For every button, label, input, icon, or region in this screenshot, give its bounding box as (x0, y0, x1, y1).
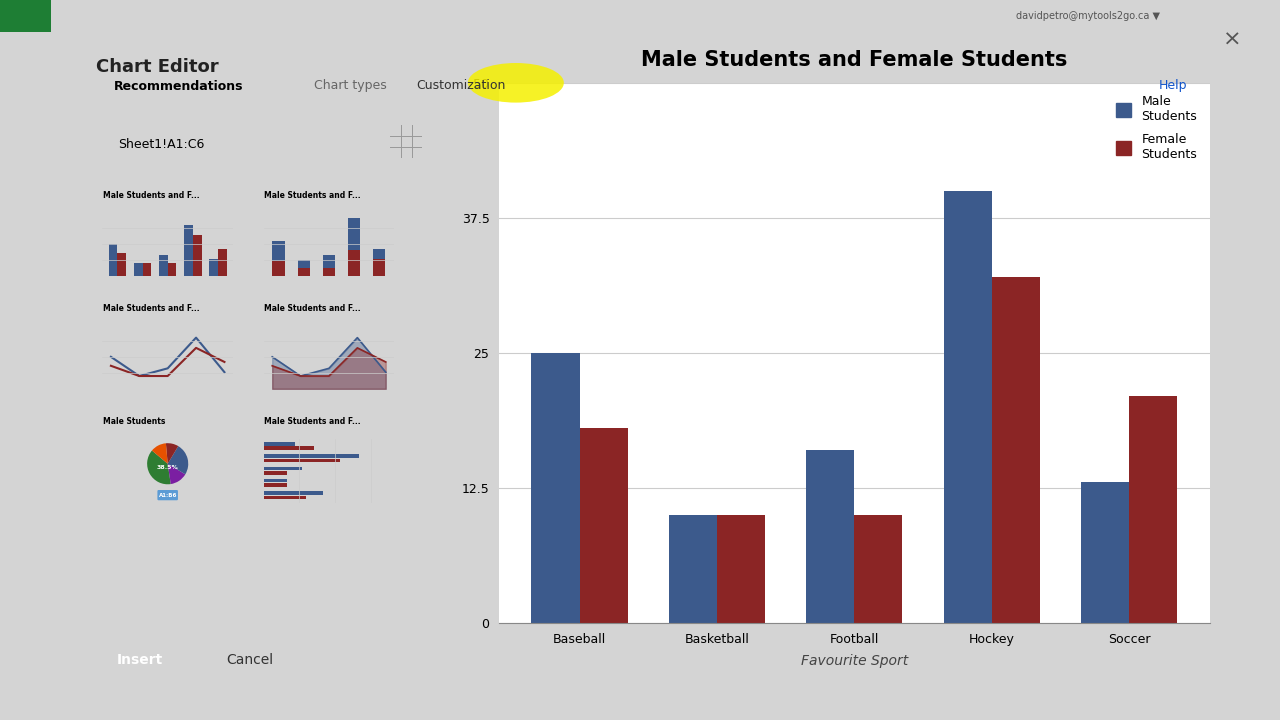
Bar (348, 250, 361, 276)
Bar (264, 479, 288, 482)
Bar (209, 259, 218, 276)
Text: Male Students and F...: Male Students and F... (264, 191, 361, 199)
Bar (264, 454, 358, 458)
Bar (806, 450, 855, 623)
Bar (1129, 396, 1178, 623)
Bar (264, 495, 306, 499)
Text: ×: × (1224, 30, 1242, 50)
Bar (264, 442, 294, 446)
Text: Male Students and F...: Male Students and F... (102, 304, 200, 312)
X-axis label: Favourite Sport: Favourite Sport (801, 654, 908, 668)
Bar (109, 244, 118, 276)
Bar (323, 268, 335, 276)
Text: Customization: Customization (416, 79, 506, 92)
Bar (943, 191, 992, 623)
Bar (372, 248, 385, 259)
Text: Male Students and F...: Male Students and F... (264, 418, 361, 426)
Bar (1082, 482, 1129, 623)
Bar (0, 0, 51, 32)
Wedge shape (168, 464, 186, 484)
Bar (273, 261, 285, 276)
Bar (273, 241, 285, 261)
Bar (580, 428, 627, 623)
Bar (717, 515, 765, 623)
FancyBboxPatch shape (157, 490, 178, 500)
Bar (142, 263, 151, 276)
Bar (323, 255, 335, 268)
Wedge shape (152, 444, 168, 464)
Text: Insert: Insert (116, 652, 164, 667)
Text: Recommendations: Recommendations (114, 80, 243, 93)
Wedge shape (166, 444, 178, 464)
Text: Chart Editor: Chart Editor (96, 58, 219, 76)
Bar (531, 353, 580, 623)
Bar (184, 225, 193, 276)
Text: davidpetro@mytools2go.ca ▼: davidpetro@mytools2go.ca ▼ (1016, 12, 1160, 22)
Text: Male Students and F...: Male Students and F... (102, 191, 200, 199)
Bar (669, 515, 717, 623)
Bar (264, 467, 302, 470)
Bar (264, 459, 339, 462)
Text: Male Students: Male Students (102, 418, 165, 426)
Text: Chart types: Chart types (314, 79, 387, 92)
Wedge shape (147, 451, 170, 485)
Bar (855, 515, 902, 623)
Bar (992, 277, 1039, 623)
Bar (168, 263, 177, 276)
Text: Sheet1!A1:C6: Sheet1!A1:C6 (118, 138, 205, 150)
Bar (118, 253, 127, 276)
Bar (134, 263, 142, 276)
Legend: Male
Students, Female
Students: Male Students, Female Students (1110, 89, 1203, 168)
Text: Cancel: Cancel (227, 652, 274, 667)
Text: Male Students and F...: Male Students and F... (264, 304, 361, 312)
Text: 38.5%: 38.5% (156, 464, 179, 469)
Wedge shape (168, 446, 188, 474)
Bar (218, 249, 227, 276)
Bar (372, 259, 385, 276)
Text: Help: Help (1158, 79, 1187, 92)
Bar (264, 446, 314, 450)
Bar (264, 483, 288, 487)
Bar (264, 471, 288, 474)
Text: A1:B6: A1:B6 (159, 492, 177, 498)
Bar (264, 491, 323, 495)
Bar (348, 218, 361, 250)
Bar (159, 256, 168, 276)
Bar (297, 260, 310, 268)
Bar (193, 235, 201, 276)
Bar (297, 268, 310, 276)
Title: Male Students and Female Students: Male Students and Female Students (641, 50, 1068, 70)
